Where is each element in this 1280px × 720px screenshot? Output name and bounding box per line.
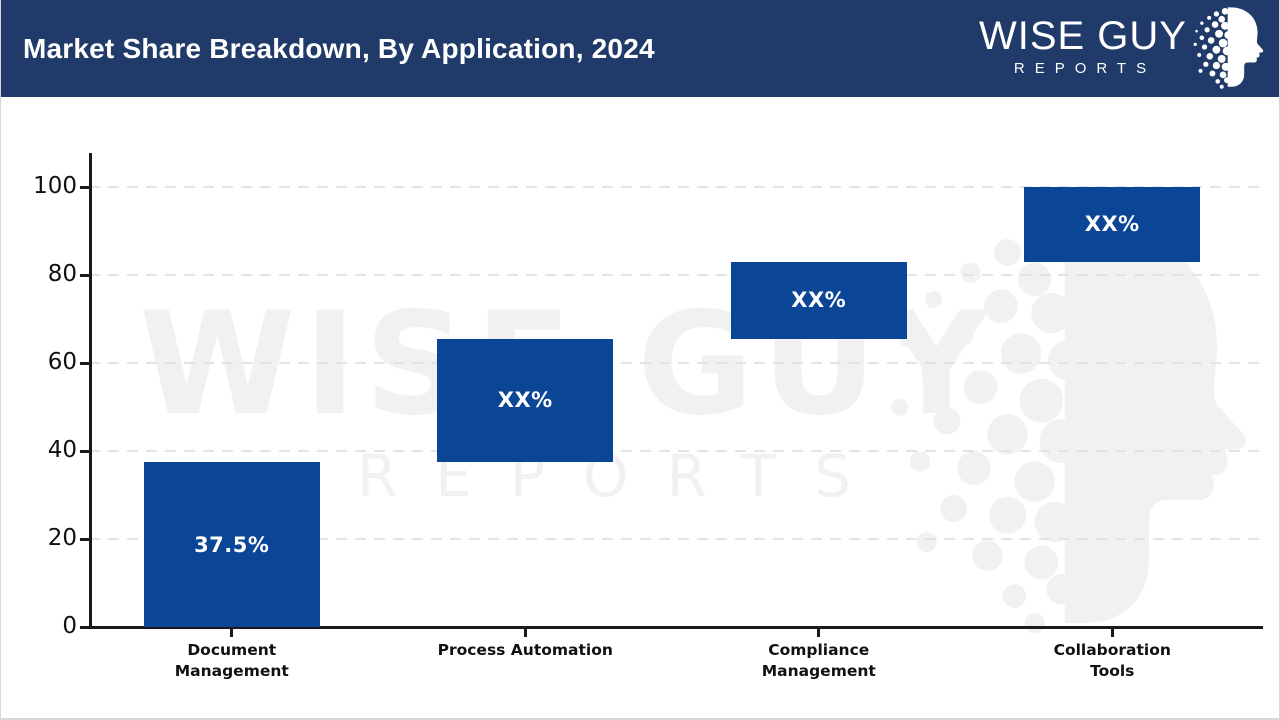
y-axis-tick-label: 0	[62, 613, 77, 639]
y-axis-tick	[80, 274, 89, 277]
y-axis-tick	[80, 626, 89, 629]
logo-wise-guy-text: WISE GUY	[978, 14, 1187, 58]
gridline-100	[89, 186, 1263, 188]
logo-text: WISE GUY REPORTS	[979, 14, 1187, 77]
category-label-line: Collaboration	[1053, 641, 1171, 659]
logo-reports-text: REPORTS	[1013, 60, 1157, 77]
y-axis-tick	[80, 186, 89, 189]
category-label: Process Automation	[438, 640, 613, 661]
page-title: Market Share Breakdown, By Application, …	[23, 32, 655, 64]
category-label: Document Management	[175, 640, 289, 682]
x-axis-tick	[817, 628, 821, 637]
header-bar: Market Share Breakdown, By Application, …	[1, 0, 1279, 97]
y-axis-tick-label: 80	[47, 261, 77, 287]
y-axis-tick	[80, 362, 89, 365]
y-axis-tick	[80, 450, 89, 453]
category-label-line: Tools	[1090, 662, 1135, 680]
y-axis-tick	[80, 538, 89, 541]
y-axis	[89, 153, 92, 629]
x-axis-tick	[230, 628, 234, 637]
y-axis-tick-label: 100	[33, 173, 77, 199]
category-label-line: Compliance	[768, 641, 870, 659]
gridline-20	[89, 538, 1263, 540]
bar-value-label: XX%	[497, 388, 553, 413]
bar-process-automation: XX%	[437, 338, 614, 462]
gridline-80	[89, 274, 1263, 276]
bar-value-label: XX%	[791, 288, 847, 313]
gridline-40	[89, 450, 1263, 452]
bar-value-label: 37.5%	[194, 532, 270, 557]
category-label-line: Management	[174, 662, 289, 680]
watermark-face-icon	[859, 212, 1264, 650]
x-axis-tick	[523, 628, 527, 637]
y-axis-tick-label: 60	[47, 349, 77, 375]
wise-guy-logo: WISE GUY REPORTS	[979, 0, 1275, 97]
gridline-60	[89, 362, 1263, 364]
bar-document-management: 37.5%	[143, 462, 320, 627]
x-axis-tick	[1110, 628, 1114, 637]
x-axis	[88, 626, 1263, 629]
category-label-line: Document	[187, 641, 277, 659]
y-axis-tick-label: 40	[47, 437, 77, 463]
category-label-line: Process Automation	[437, 641, 613, 659]
category-label: Collaboration Tools	[1054, 640, 1171, 682]
category-label-line: Management	[761, 662, 876, 680]
y-axis-tick-label: 20	[47, 525, 77, 551]
logo-face-icon	[1181, 6, 1273, 92]
bar-compliance-management: XX%	[730, 261, 907, 339]
category-label: Compliance Management	[762, 640, 876, 682]
bar-value-label: XX%	[1084, 212, 1140, 237]
bar-collaboration-tools: XX%	[1024, 187, 1201, 262]
